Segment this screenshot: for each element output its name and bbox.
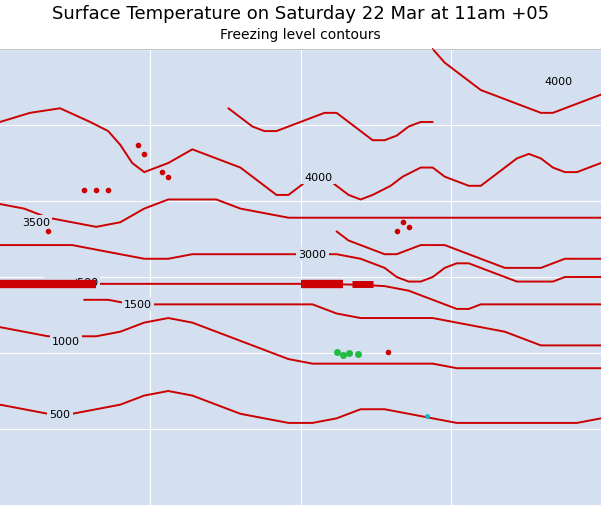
Text: 2000: 2000 (46, 279, 74, 289)
Text: Surface Temperature on Saturday 22 Mar at 11am +05: Surface Temperature on Saturday 22 Mar a… (52, 5, 549, 23)
Text: 1000: 1000 (52, 336, 80, 346)
Text: Freezing level contours: Freezing level contours (220, 28, 381, 42)
Text: 3500: 3500 (22, 218, 50, 228)
Text: 4000: 4000 (305, 172, 332, 182)
Text: 1500: 1500 (124, 300, 152, 310)
Text: 3000: 3000 (299, 249, 326, 260)
Text: 500: 500 (50, 409, 70, 419)
Text: 4000: 4000 (545, 77, 573, 87)
Bar (0, 0, 601, 50)
Text: 2500: 2500 (70, 277, 98, 287)
